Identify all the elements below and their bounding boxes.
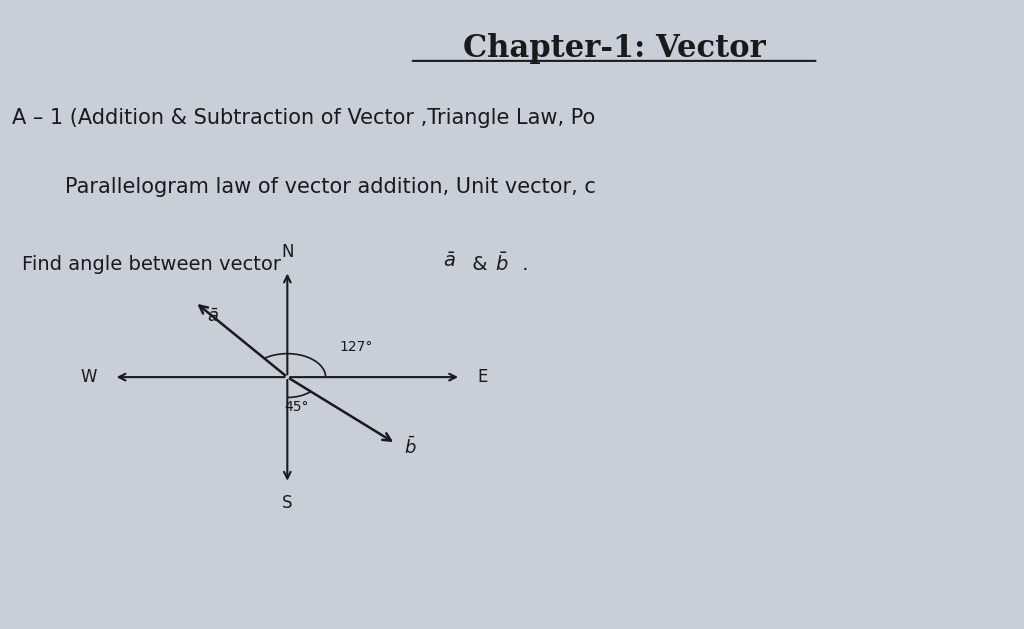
Text: $\bar{b}$: $\bar{b}$ xyxy=(495,252,508,275)
Text: $\bar{a}$: $\bar{a}$ xyxy=(442,252,456,271)
Text: 127°: 127° xyxy=(339,340,373,354)
Text: A – 1 (Addition & Subtraction of Vector ,Triangle Law, Po: A – 1 (Addition & Subtraction of Vector … xyxy=(11,108,595,128)
Text: Parallelogram law of vector addition, Unit vector, c: Parallelogram law of vector addition, Un… xyxy=(11,177,596,197)
Text: W: W xyxy=(81,368,97,386)
Text: N: N xyxy=(281,243,294,260)
Text: Find angle between vector: Find angle between vector xyxy=(22,255,287,274)
Text: Chapter-1: Vector: Chapter-1: Vector xyxy=(463,33,766,64)
Text: $\bar{b}$: $\bar{b}$ xyxy=(403,436,417,458)
Text: E: E xyxy=(477,368,487,386)
Text: $\bar{a}$: $\bar{a}$ xyxy=(208,308,219,326)
Text: &: & xyxy=(466,255,494,274)
Text: S: S xyxy=(282,494,293,511)
Text: 45°: 45° xyxy=(285,400,309,415)
Text: .: . xyxy=(516,255,528,274)
